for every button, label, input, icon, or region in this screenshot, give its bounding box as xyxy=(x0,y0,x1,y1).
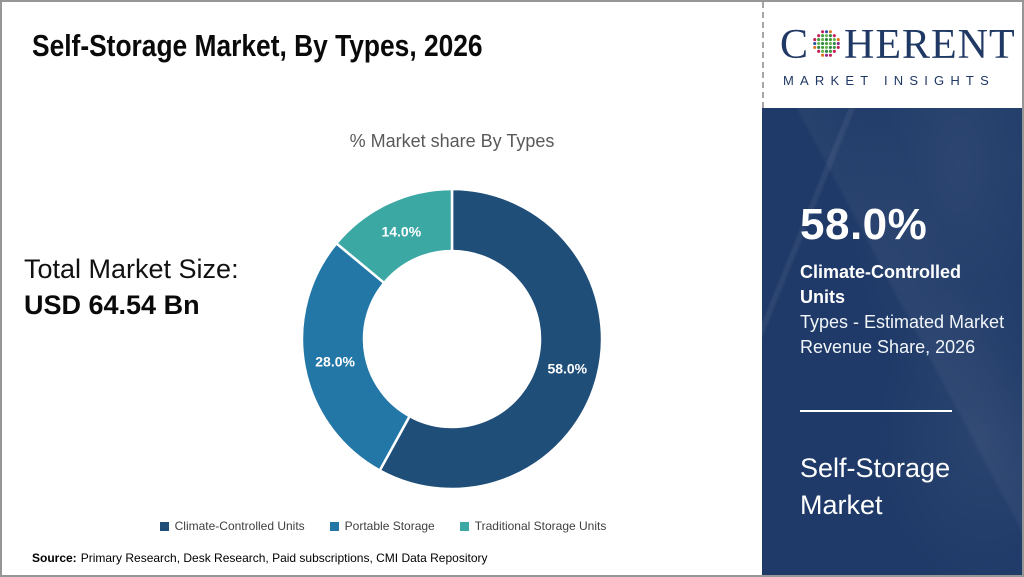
donut-chart: 58.0% 28.0% 14.0% xyxy=(300,187,604,491)
globe-dot xyxy=(817,49,821,53)
globe-dot xyxy=(828,49,832,53)
legend-swatch-icon xyxy=(459,521,469,531)
sidebar-divider xyxy=(800,410,952,412)
globe-dot xyxy=(821,49,825,53)
globe-dot xyxy=(828,33,832,37)
slice-label-1: 28.0% xyxy=(315,353,355,369)
source-label: Source: xyxy=(32,551,77,565)
globe-dot xyxy=(821,53,825,57)
brand-logo: C HERENT xyxy=(780,22,1022,68)
total-market-size-value: USD 64.54 Bn xyxy=(24,290,200,320)
page-title: Self-Storage Market, By Types, 2026 xyxy=(32,28,483,63)
highlight-sidebar: 58.0% Climate-Controlled Units Types - E… xyxy=(762,108,1022,575)
globe-dot xyxy=(832,41,836,45)
total-market-size-block: Total Market Size: USD 64.54 Bn xyxy=(24,254,239,321)
donut-slice-1 xyxy=(300,241,412,473)
globe-dot xyxy=(832,45,836,49)
source-text: Primary Research, Desk Research, Paid su… xyxy=(80,551,488,565)
slice-label-0: 58.0% xyxy=(547,361,587,377)
legend-label: Portable Storage xyxy=(344,519,435,533)
brand-tagline: MARKET INSIGHTS xyxy=(783,73,995,88)
globe-dot xyxy=(821,41,825,45)
slice-label-2: 14.0% xyxy=(381,223,421,239)
brand-letters-rest: HERENT xyxy=(844,22,1016,68)
legend-item-0: Climate-Controlled Units xyxy=(159,519,305,533)
highlight-stat-description: Types - Estimated Market Revenue Share, … xyxy=(800,312,1005,357)
globe-dot xyxy=(832,37,836,41)
globe-dot xyxy=(828,41,832,45)
highlight-stat-value: 58.0% xyxy=(800,200,928,249)
legend-label: Climate-Controlled Units xyxy=(174,519,305,533)
globe-dot xyxy=(821,33,825,37)
brand-letter-c: C xyxy=(780,22,810,68)
highlight-stat-name: Climate-Controlled Units xyxy=(800,262,962,307)
globe-dot xyxy=(824,29,829,33)
legend-item-2: Traditional Storage Units xyxy=(459,519,607,533)
donut-slice-2 xyxy=(334,187,454,285)
globe-dot xyxy=(824,37,829,41)
globe-dot xyxy=(836,37,840,41)
globe-icon xyxy=(813,29,840,57)
globe-dot xyxy=(824,33,829,37)
globe-dot xyxy=(817,45,821,49)
globe-dot xyxy=(824,53,829,57)
globe-dot xyxy=(832,49,836,53)
globe-dot xyxy=(821,29,825,33)
globe-dot xyxy=(813,45,817,49)
chart-legend: Climate-Controlled Units Portable Storage… xyxy=(2,519,764,533)
globe-dot xyxy=(832,33,836,37)
globe-dot xyxy=(824,45,829,49)
globe-dot xyxy=(828,53,832,57)
globe-dot xyxy=(828,37,832,41)
logo-area: C HERENT MARKET INSIGHTS xyxy=(762,2,1022,108)
globe-dot xyxy=(824,49,829,53)
report-title: Self-Storage Market xyxy=(800,453,951,520)
globe-dot xyxy=(828,29,832,33)
donut-slice-0 xyxy=(378,187,604,491)
globe-dot xyxy=(836,41,840,45)
globe-dot xyxy=(817,33,821,37)
globe-dot xyxy=(817,37,821,41)
globe-dot xyxy=(813,41,817,45)
legend-item-1: Portable Storage xyxy=(329,519,435,533)
globe-dot xyxy=(817,41,821,45)
globe-dot xyxy=(836,45,840,49)
globe-dot xyxy=(821,45,825,49)
chart-title: % Market share By Types xyxy=(349,131,555,151)
legend-swatch-icon xyxy=(159,521,169,531)
globe-dot xyxy=(824,41,829,45)
total-market-size-label: Total Market Size: xyxy=(24,254,239,284)
legend-label: Traditional Storage Units xyxy=(474,519,607,533)
globe-dot xyxy=(813,37,817,41)
globe-dot xyxy=(828,45,832,49)
globe-dot xyxy=(821,37,825,41)
donut-chart-block: % Market share By Types 58.0% 28.0% 14.0% xyxy=(299,130,605,492)
legend-swatch-icon xyxy=(329,521,339,531)
source-note: Source: Primary Research, Desk Research, … xyxy=(32,551,488,565)
